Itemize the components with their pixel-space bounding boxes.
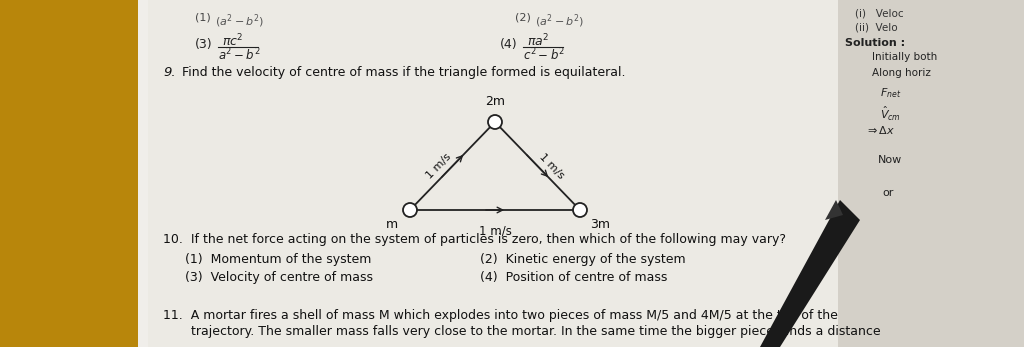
Text: (i)   Veloc: (i) Veloc	[855, 8, 903, 18]
Text: m: m	[386, 218, 398, 231]
Text: or: or	[882, 188, 893, 198]
Text: $\pi c^2$: $\pi c^2$	[222, 33, 244, 50]
Bar	[0, 0, 148, 347]
Polygon shape	[760, 200, 860, 347]
Text: (4): (4)	[500, 38, 517, 51]
Text: 3m: 3m	[590, 218, 610, 231]
Text: $\pi a^2$: $\pi a^2$	[527, 33, 549, 50]
Text: $c^2-b^2$: $c^2-b^2$	[523, 47, 565, 64]
Text: Solution :: Solution :	[845, 38, 905, 48]
Circle shape	[573, 203, 587, 217]
Circle shape	[488, 115, 502, 129]
Text: 1 m/s: 1 m/s	[478, 224, 511, 237]
Text: (4)  Position of centre of mass: (4) Position of centre of mass	[480, 271, 668, 284]
Text: 1 m/s: 1 m/s	[424, 151, 453, 180]
Text: 2m: 2m	[485, 95, 505, 108]
Text: 10.  If the net force acting on the system of particles is zero, then which of t: 10. If the net force acting on the syste…	[163, 233, 786, 246]
Circle shape	[403, 203, 417, 217]
Text: Now: Now	[878, 155, 902, 165]
Text: $(a^2-b^2)$: $(a^2-b^2)$	[535, 12, 584, 29]
Bar	[148, 0, 838, 347]
Bar	[838, 0, 1024, 347]
Text: Along horiz: Along horiz	[872, 68, 931, 78]
Text: $(a^2-b^2)$: $(a^2-b^2)$	[215, 12, 264, 29]
Text: (1): (1)	[195, 12, 211, 22]
Text: (ii)  Velo: (ii) Velo	[855, 22, 898, 32]
Text: 9.: 9.	[163, 66, 176, 79]
Bar	[138, 0, 156, 347]
Text: (1)  Momentum of the system: (1) Momentum of the system	[185, 253, 372, 266]
Text: $\hat{V}_{cm}$: $\hat{V}_{cm}$	[880, 105, 901, 123]
Text: $F_{net}$: $F_{net}$	[880, 86, 901, 100]
Text: 11.  A mortar fires a shell of mass M which explodes into two pieces of mass M/5: 11. A mortar fires a shell of mass M whi…	[163, 309, 838, 322]
Text: 1 m/s: 1 m/s	[538, 151, 566, 180]
Text: (3): (3)	[195, 38, 213, 51]
Text: $\Rightarrow \Delta x$: $\Rightarrow \Delta x$	[865, 124, 895, 136]
Text: $a^2-b^2$: $a^2-b^2$	[218, 47, 261, 64]
Text: Initially both: Initially both	[872, 52, 937, 62]
Text: trajectory. The smaller mass falls very close to the mortar. In the same time th: trajectory. The smaller mass falls very …	[163, 325, 881, 338]
Text: Find the velocity of centre of mass if the triangle formed is equilateral.: Find the velocity of centre of mass if t…	[182, 66, 626, 79]
Text: (3)  Velocity of centre of mass: (3) Velocity of centre of mass	[185, 271, 373, 284]
Polygon shape	[825, 200, 843, 220]
Text: (2)  Kinetic energy of the system: (2) Kinetic energy of the system	[480, 253, 686, 266]
Text: (2): (2)	[515, 12, 530, 22]
